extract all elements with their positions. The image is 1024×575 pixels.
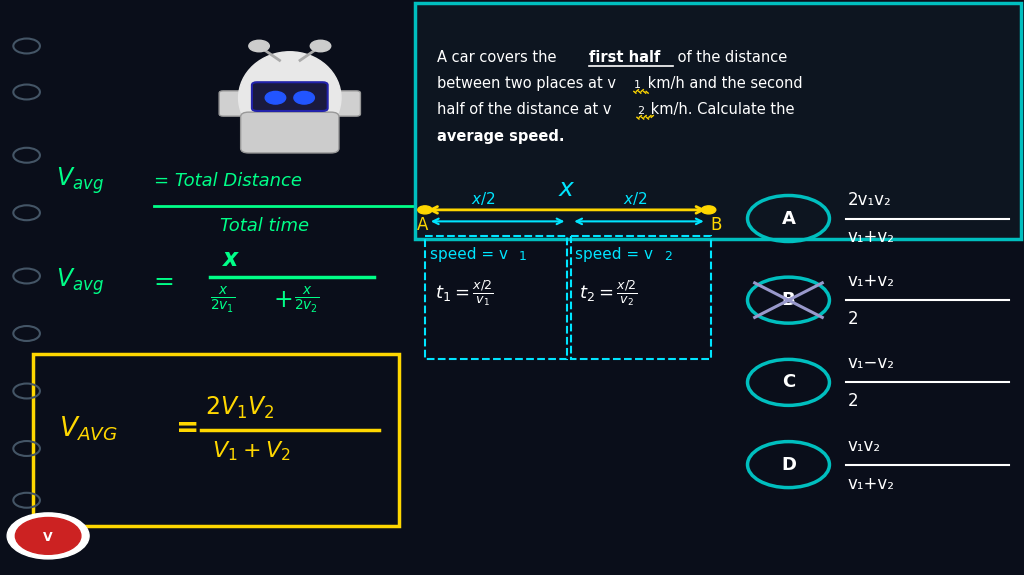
Text: $2V_1V_2$: $2V_1V_2$: [205, 395, 274, 421]
FancyBboxPatch shape: [332, 91, 360, 116]
Text: $t_2 = \frac{x/2}{v_2}$: $t_2 = \frac{x/2}{v_2}$: [579, 279, 638, 308]
Circle shape: [310, 40, 331, 52]
Text: speed = v: speed = v: [575, 247, 653, 262]
Text: of the distance: of the distance: [673, 50, 787, 65]
Text: 1: 1: [519, 250, 527, 263]
Text: v₁v₂: v₁v₂: [848, 436, 881, 455]
Ellipse shape: [239, 52, 341, 144]
Text: A: A: [781, 209, 796, 228]
Text: $\frac{x}{2v_2}$: $\frac{x}{2v_2}$: [294, 285, 319, 316]
Text: Total time: Total time: [220, 217, 309, 235]
Text: B: B: [781, 291, 796, 309]
Text: A car covers the: A car covers the: [437, 50, 561, 65]
Text: $V_1+V_2$: $V_1+V_2$: [212, 439, 291, 463]
FancyBboxPatch shape: [33, 354, 399, 526]
Text: 2v₁v₂: 2v₁v₂: [848, 190, 892, 209]
Circle shape: [7, 513, 89, 559]
FancyBboxPatch shape: [415, 3, 1021, 239]
Text: 2: 2: [665, 250, 673, 263]
Text: =: =: [154, 270, 174, 294]
Text: 1: 1: [634, 80, 641, 90]
Text: $V_{AVG}$: $V_{AVG}$: [59, 414, 118, 443]
Text: x: x: [559, 177, 573, 201]
Text: average speed.: average speed.: [437, 129, 565, 144]
Ellipse shape: [294, 91, 314, 104]
Text: B: B: [711, 216, 722, 235]
Text: =: =: [176, 415, 200, 442]
Circle shape: [418, 206, 432, 214]
Text: v₁−v₂: v₁−v₂: [848, 354, 895, 373]
FancyBboxPatch shape: [241, 112, 339, 153]
Text: $V_{avg}$: $V_{avg}$: [56, 166, 104, 197]
Text: A: A: [417, 216, 428, 235]
Text: $x/2$: $x/2$: [623, 190, 647, 207]
Circle shape: [701, 206, 716, 214]
Text: V: V: [43, 531, 53, 544]
Text: v₁+v₂: v₁+v₂: [848, 228, 895, 247]
Circle shape: [249, 40, 269, 52]
Text: C: C: [782, 373, 795, 392]
Text: $\frac{x}{2v_1}$: $\frac{x}{2v_1}$: [210, 285, 236, 316]
Text: $x/2$: $x/2$: [471, 190, 496, 207]
Text: +: +: [273, 288, 293, 312]
Text: x: x: [223, 247, 239, 271]
Text: km/h. Calculate the: km/h. Calculate the: [646, 102, 795, 117]
Text: half of the distance at v: half of the distance at v: [437, 102, 611, 117]
Text: 2: 2: [848, 310, 858, 328]
Text: first half: first half: [589, 50, 660, 65]
Text: = Total Distance: = Total Distance: [154, 172, 302, 190]
Text: 2: 2: [637, 106, 644, 116]
Text: $t_1 = \frac{x/2}{v_1}$: $t_1 = \frac{x/2}{v_1}$: [435, 279, 495, 308]
Text: km/h and the second: km/h and the second: [643, 76, 803, 91]
Text: v₁+v₂: v₁+v₂: [848, 272, 895, 290]
Text: D: D: [781, 455, 796, 474]
FancyBboxPatch shape: [219, 91, 248, 116]
Text: speed = v: speed = v: [430, 247, 508, 262]
Text: v₁+v₂: v₁+v₂: [848, 474, 895, 493]
Ellipse shape: [265, 91, 286, 104]
Text: $V_{avg}$: $V_{avg}$: [56, 266, 104, 297]
FancyBboxPatch shape: [252, 82, 328, 111]
Text: between two places at v: between two places at v: [437, 76, 616, 91]
Circle shape: [15, 518, 81, 554]
Text: 2: 2: [848, 392, 858, 411]
